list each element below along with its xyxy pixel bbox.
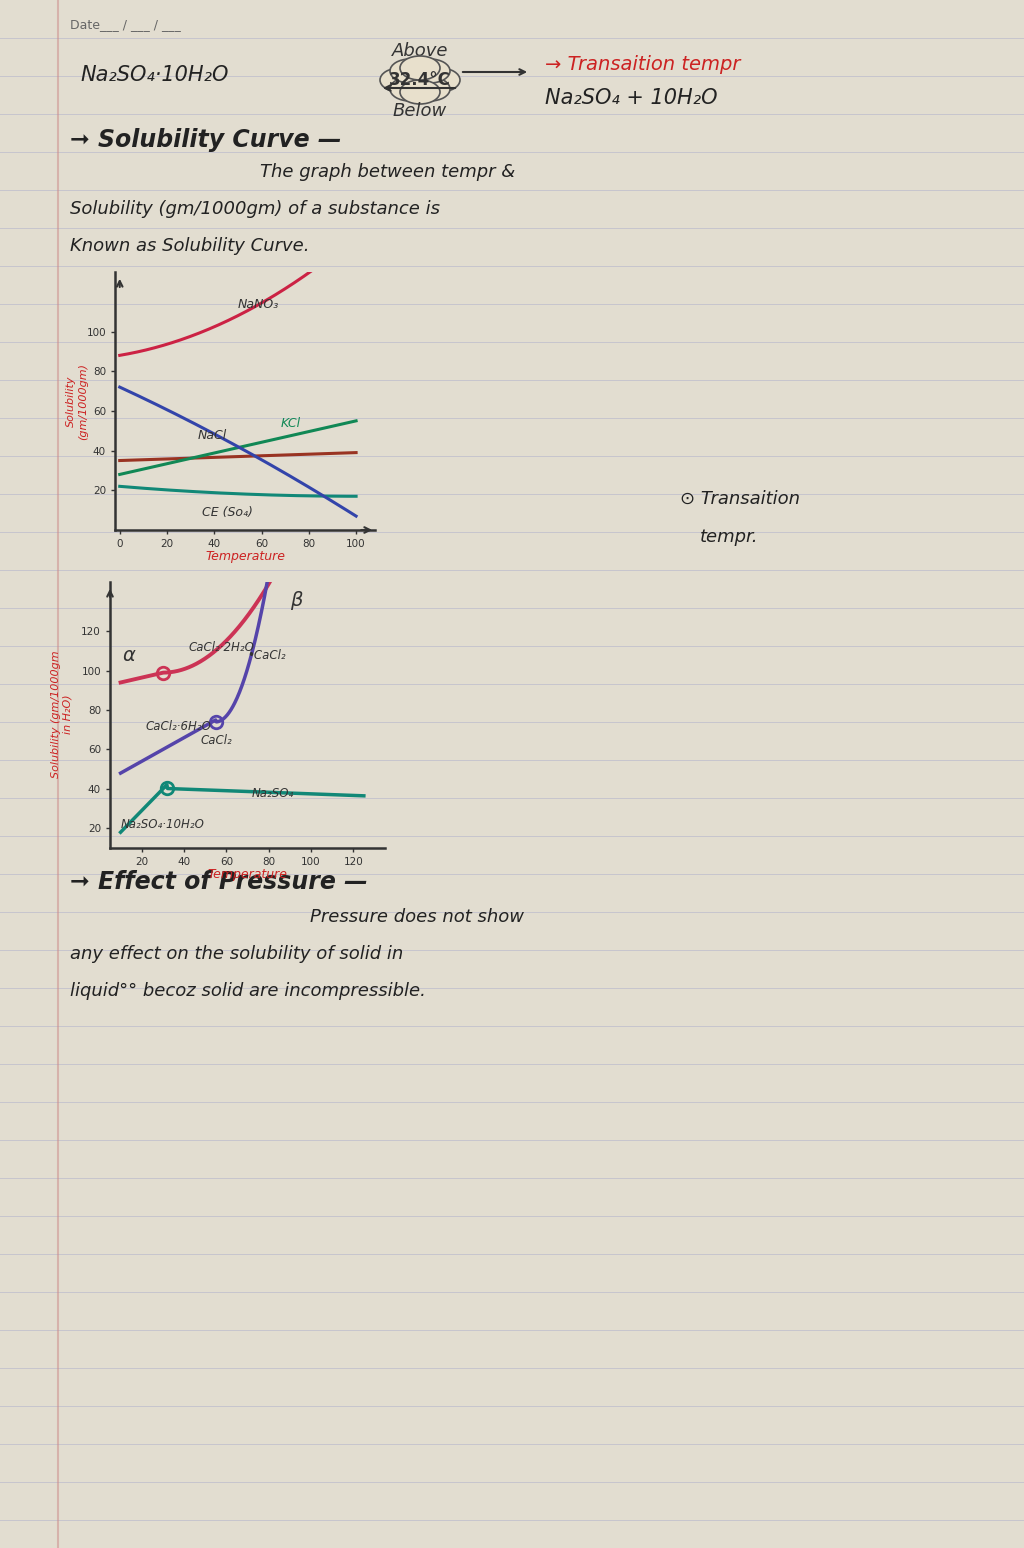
Text: CaCl₂: CaCl₂ [201,734,232,746]
Ellipse shape [380,68,420,91]
Text: Solubility (gm/1000gm) of a substance is: Solubility (gm/1000gm) of a substance is [70,200,440,218]
Text: β: β [290,591,302,610]
Text: CE (So₄): CE (So₄) [203,506,253,519]
Text: Na₂SO₄ + 10H₂O: Na₂SO₄ + 10H₂O [545,88,718,108]
Text: α: α [123,646,135,664]
Text: Above: Above [392,42,449,60]
Text: ➞ Solubility Curve —: ➞ Solubility Curve — [70,128,341,152]
Text: tempr.: tempr. [700,528,759,546]
Ellipse shape [400,68,440,91]
Text: Na₂SO₄: Na₂SO₄ [252,786,294,800]
Ellipse shape [390,77,430,101]
Text: Date___ / ___ / ___: Date___ / ___ / ___ [70,19,181,31]
Text: The graph between tempr &: The graph between tempr & [260,163,515,181]
Text: liquid°° becoz solid are incompressible.: liquid°° becoz solid are incompressible. [70,981,426,1000]
X-axis label: Temperature: Temperature [205,551,285,563]
Text: 32.4°C: 32.4°C [389,71,451,88]
Ellipse shape [400,56,440,80]
Ellipse shape [400,80,440,104]
Text: CaCl₂·2H₂O: CaCl₂·2H₂O [188,641,254,653]
Text: Solubility
(gm/1000gm): Solubility (gm/1000gm) [67,362,88,440]
X-axis label: Temperature: Temperature [208,868,288,881]
Text: Solubility (gm/1000gm
in H₂O): Solubility (gm/1000gm in H₂O) [50,650,72,777]
Text: •CaCl₂: •CaCl₂ [248,649,286,663]
Text: ➞ Effect of Pressure —: ➞ Effect of Pressure — [70,870,368,895]
Text: Na₂SO₄·10H₂O: Na₂SO₄·10H₂O [80,65,228,85]
Text: CaCl₂·6H₂O: CaCl₂·6H₂O [146,720,212,732]
Ellipse shape [410,59,450,84]
Text: any effect on the solubility of solid in: any effect on the solubility of solid in [70,944,403,963]
Text: Known as Solubility Curve.: Known as Solubility Curve. [70,237,309,255]
Ellipse shape [410,77,450,101]
Ellipse shape [390,59,430,84]
Text: NaCl: NaCl [198,429,227,441]
Text: Pressure does not show: Pressure does not show [310,909,524,926]
Text: Na₂SO₄·10H₂O: Na₂SO₄·10H₂O [121,819,205,831]
Text: Below: Below [393,102,447,121]
Ellipse shape [420,68,460,91]
Text: ⊙ Transaition: ⊙ Transaition [680,491,800,508]
Text: NaNO₃: NaNO₃ [238,297,280,311]
Text: KCl: KCl [281,416,301,430]
Text: → Transaition tempr: → Transaition tempr [545,56,740,74]
